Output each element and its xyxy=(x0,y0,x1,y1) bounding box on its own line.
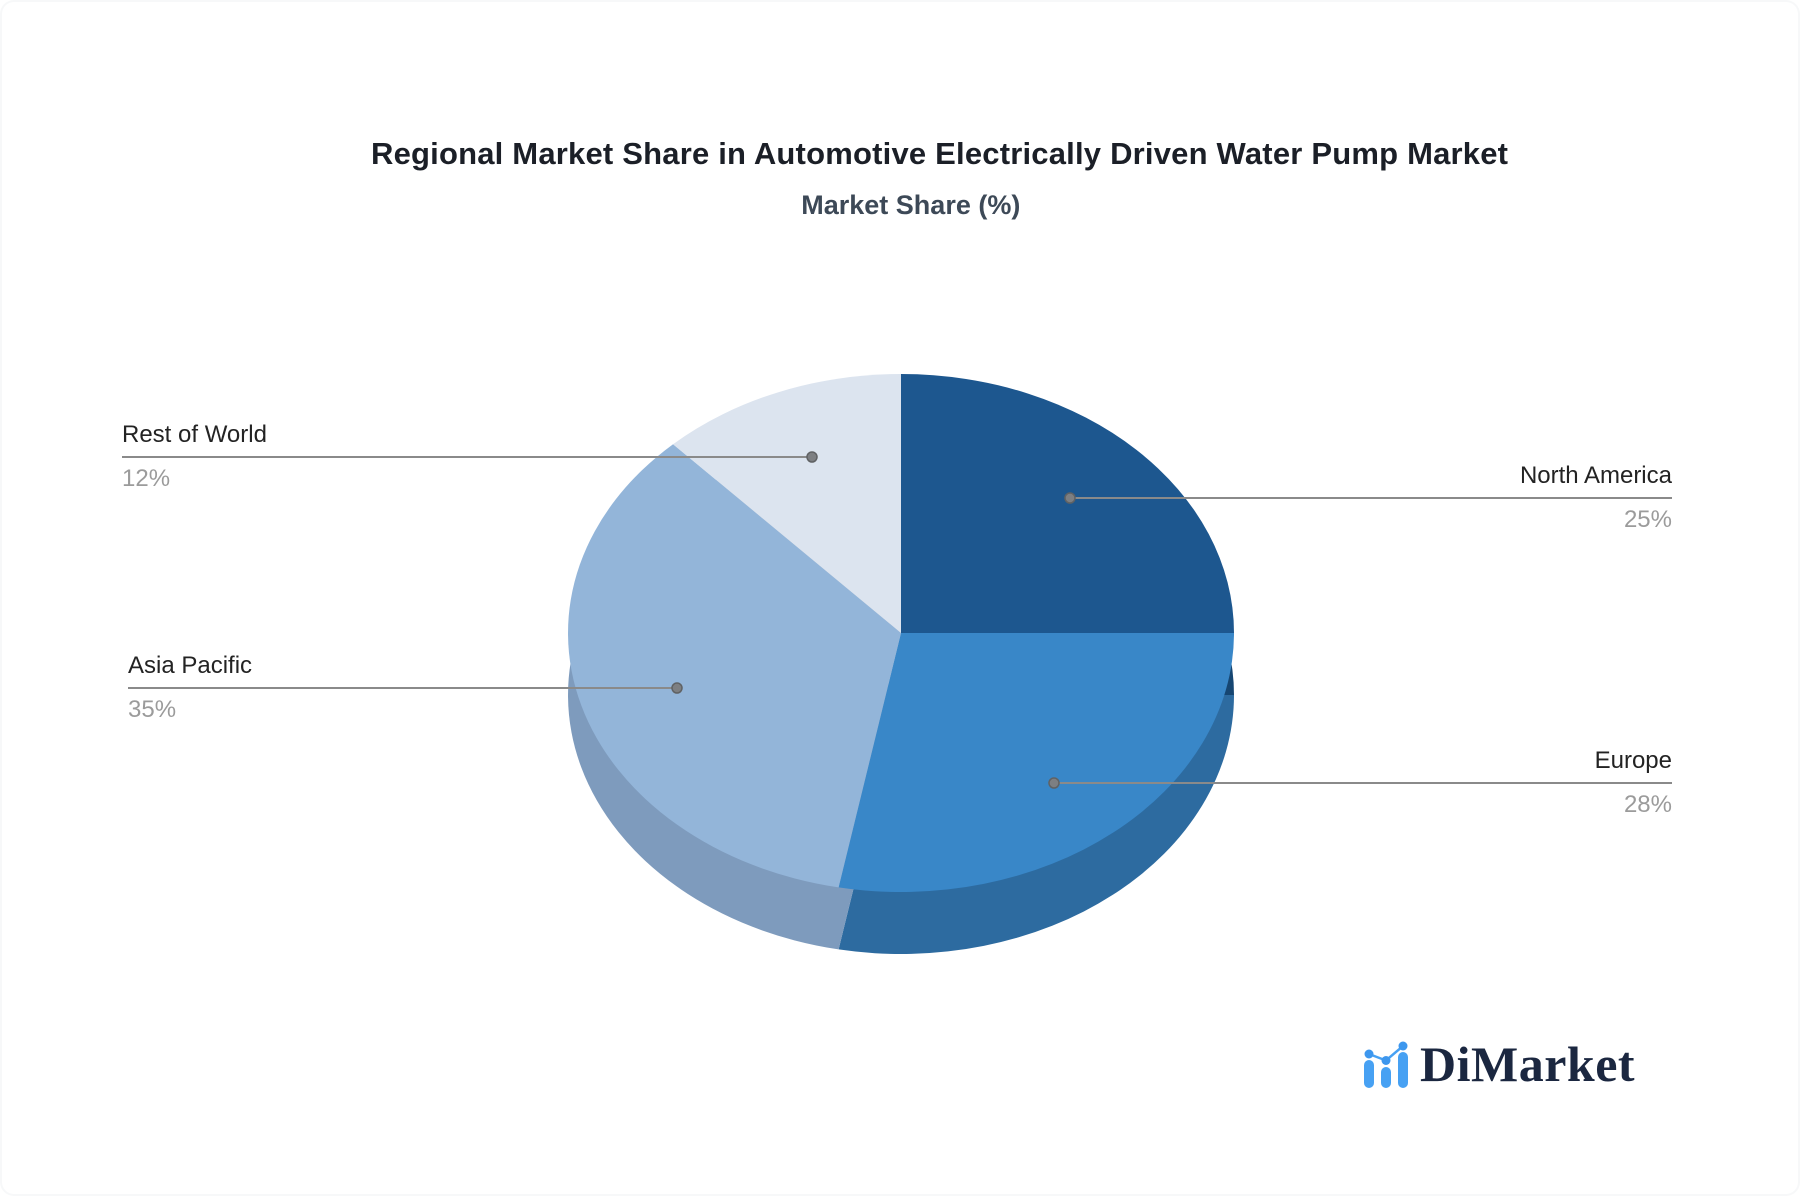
callout-label: Asia Pacific xyxy=(128,652,253,679)
chart-subtitle: Market Share (%) xyxy=(801,190,1021,220)
pie-slice-asia-pacific[interactable] xyxy=(568,444,901,888)
callout-anchor-dot xyxy=(1064,492,1076,504)
callout-percent: 12% xyxy=(122,465,171,492)
callout-anchor-dot xyxy=(671,682,683,694)
callout-north-america: North America 25% xyxy=(1520,462,1672,534)
pie-slice-north-america[interactable] xyxy=(901,374,1234,633)
callout-anchor-dot xyxy=(1048,777,1060,789)
brand-logo: DiMarket xyxy=(1364,1036,1636,1092)
pie-slice-europe[interactable] xyxy=(838,633,1234,892)
callout-asia-pacific: Asia Pacific 35% xyxy=(128,652,252,724)
brand-name: DiMarket xyxy=(1420,1036,1636,1092)
callout-rest-of-world: Rest of World 12% xyxy=(122,421,267,493)
pie-slice-rest-of-world[interactable] xyxy=(673,374,901,633)
callout-label: North America xyxy=(1519,462,1672,489)
callout-label: Europe xyxy=(1594,747,1672,774)
callout-europe: Europe 28% xyxy=(1595,747,1672,819)
callout-anchor-dot xyxy=(806,451,818,463)
chart-title: Regional Market Share in Automotive Elec… xyxy=(370,136,1509,171)
bar-line-chart-icon xyxy=(1364,1041,1408,1088)
callout-percent: 28% xyxy=(1623,791,1672,818)
callout-label: Rest of World xyxy=(122,421,267,448)
callout-percent: 35% xyxy=(128,696,177,723)
callout-percent: 25% xyxy=(1623,506,1672,533)
